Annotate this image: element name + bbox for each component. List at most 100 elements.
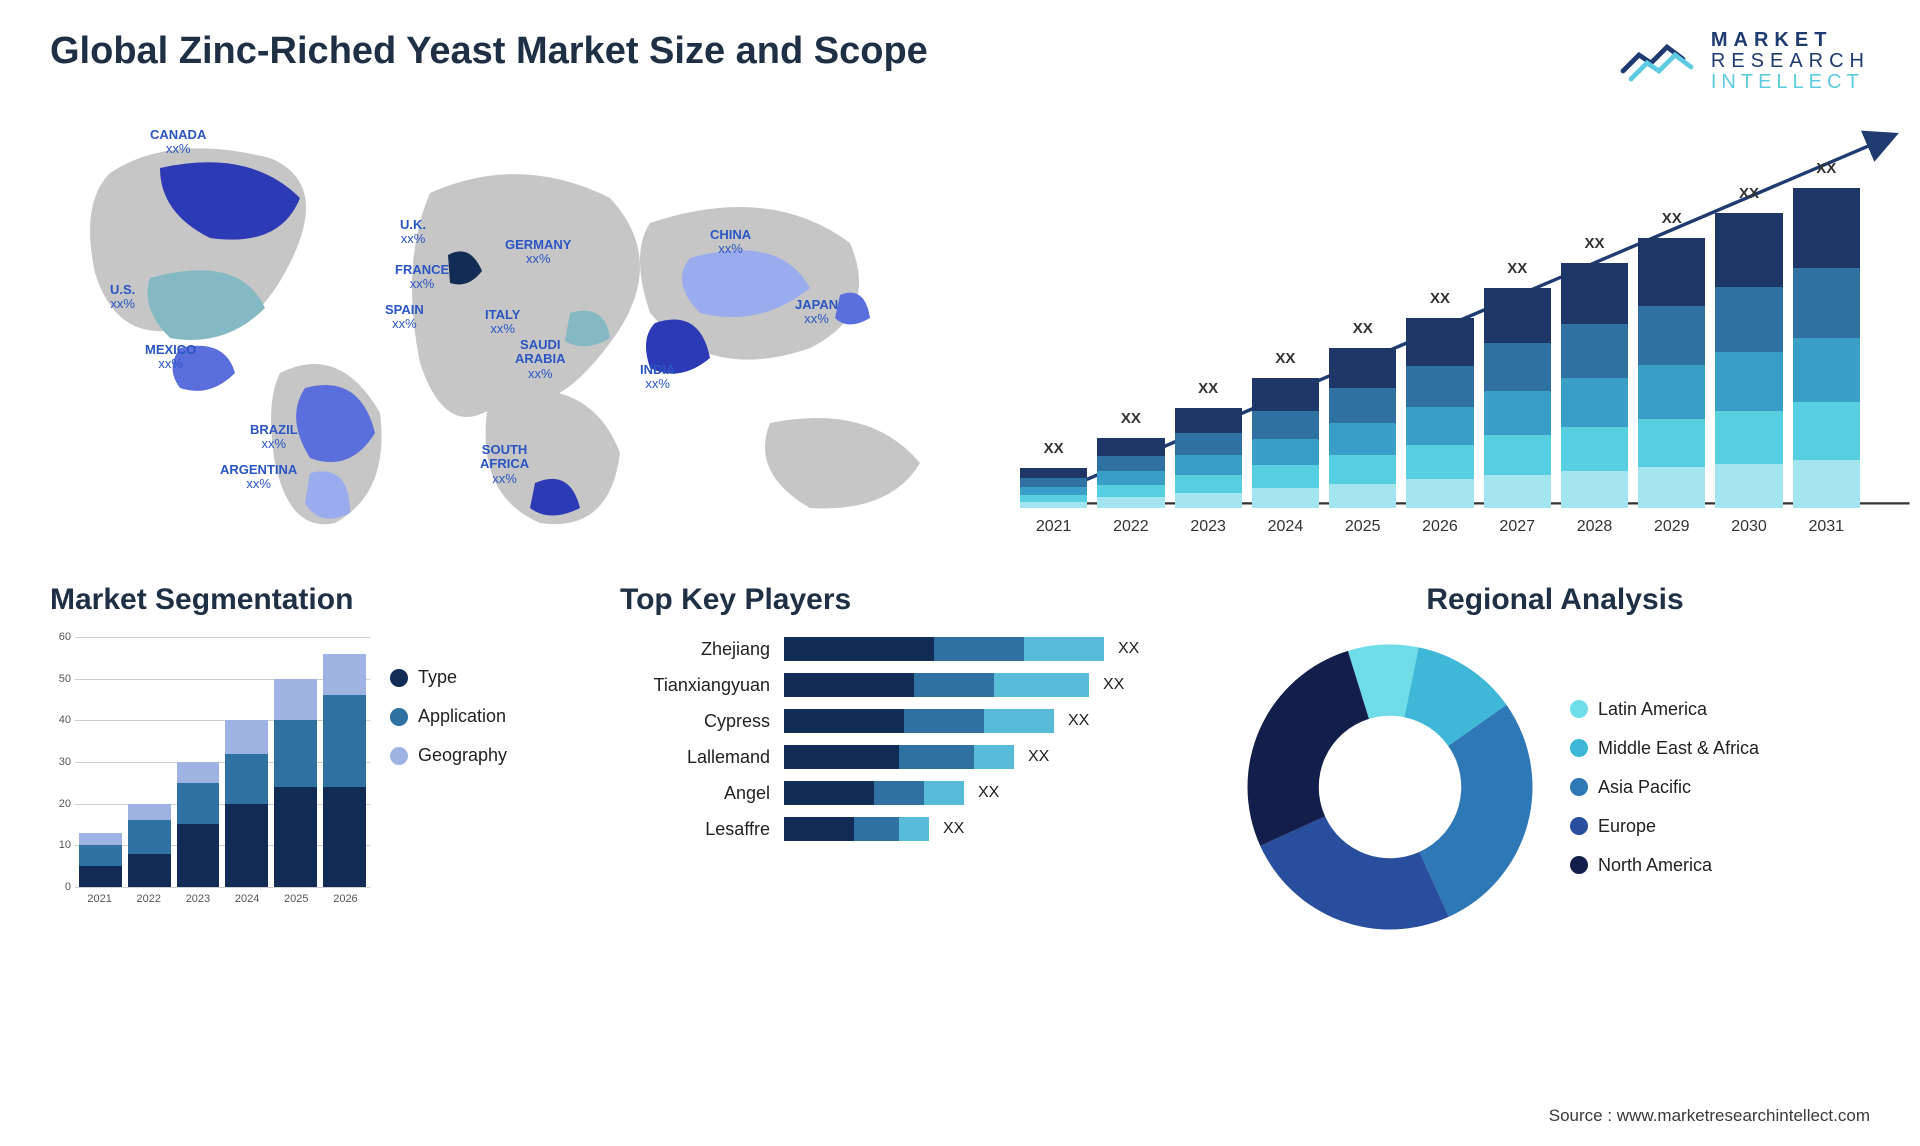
legend-item: Geography <box>390 745 507 766</box>
map-label: FRANCExx% <box>395 263 449 292</box>
logo-mark-icon <box>1619 34 1699 89</box>
key-player-row: LallemandXX <box>620 745 1200 769</box>
segmentation-bar <box>128 804 171 887</box>
map-label: U.K.xx% <box>400 218 426 247</box>
segmentation-title: Market Segmentation <box>50 583 580 617</box>
key-player-bar <box>784 745 1014 769</box>
legend-item: Middle East & Africa <box>1570 738 1759 759</box>
key-player-value: XX <box>1103 676 1124 694</box>
growth-year-label: 2031 <box>1793 518 1860 536</box>
segmentation-bar <box>177 762 220 887</box>
key-player-name: Cypress <box>620 711 770 732</box>
world-map-panel: CANADAxx% U.S.xx% MEXICOxx% BRAZILxx% ARGENT… <box>50 113 970 543</box>
map-label: SAUDIARABIAxx% <box>515 338 566 381</box>
legend-item: Application <box>390 706 507 727</box>
key-player-bar <box>784 781 964 805</box>
growth-year-label: 2022 <box>1097 518 1164 536</box>
key-player-row: Cypress XX <box>620 709 1200 733</box>
regional-panel: Regional Analysis Latin America Middle Ea… <box>1240 583 1870 937</box>
growth-bar: XX2026 <box>1406 318 1473 508</box>
legend-item: Type <box>390 667 507 688</box>
segmentation-bar <box>79 833 122 887</box>
key-player-value: XX <box>1118 640 1139 658</box>
key-player-name: Lesaffre <box>620 819 770 840</box>
growth-value-label: XX <box>1793 160 1860 177</box>
logo-line1: MARKET <box>1711 30 1870 51</box>
key-player-value: XX <box>943 820 964 838</box>
map-label: CHINAxx% <box>710 228 751 257</box>
map-label: ITALYxx% <box>485 308 520 337</box>
growth-bar: XX2021 <box>1020 468 1087 508</box>
key-player-row: Zhejiang XX <box>620 637 1200 661</box>
legend-item: Europe <box>1570 816 1759 837</box>
source-text: Source : www.marketresearchintellect.com <box>1549 1106 1870 1126</box>
donut-slice <box>1260 816 1449 929</box>
growth-value-label: XX <box>1329 320 1396 337</box>
legend-item: Asia Pacific <box>1570 777 1759 798</box>
growth-bar: XX2029 <box>1638 238 1705 508</box>
map-label: CANADAxx% <box>150 128 206 157</box>
growth-year-label: 2023 <box>1175 518 1242 536</box>
growth-value-label: XX <box>1097 410 1164 427</box>
growth-year-label: 2027 <box>1484 518 1551 536</box>
key-player-row: Tianxiangyuan XX <box>620 673 1200 697</box>
growth-bar: XX2022 <box>1097 438 1164 508</box>
growth-bar: XX2027 <box>1484 288 1551 508</box>
key-player-row: Lesaffre XX <box>620 817 1200 841</box>
map-label: GERMANYxx% <box>505 238 571 267</box>
growth-bar: XX2024 <box>1252 378 1319 508</box>
segmentation-bar <box>274 679 317 887</box>
key-player-value: XX <box>1068 712 1089 730</box>
growth-bar: XX2023 <box>1175 408 1242 508</box>
growth-value-label: XX <box>1561 235 1628 252</box>
regional-donut-chart <box>1240 637 1540 937</box>
lower-section: Market Segmentation 0102030405060 202120… <box>50 583 1870 937</box>
map-label: BRAZILxx% <box>250 423 298 452</box>
growth-bar: XX2030 <box>1715 213 1782 508</box>
map-label: ARGENTINAxx% <box>220 463 297 492</box>
legend-item: Latin America <box>1570 699 1759 720</box>
logo-text: MARKET RESEARCH INTELLECT <box>1711 30 1870 93</box>
growth-bar: XX2028 <box>1561 263 1628 508</box>
legend-item: North America <box>1570 855 1759 876</box>
map-label: JAPANxx% <box>795 298 838 327</box>
map-label: MEXICOxx% <box>145 343 196 372</box>
upper-section: CANADAxx% U.S.xx% MEXICOxx% BRAZILxx% ARGENT… <box>50 113 1870 543</box>
growth-year-label: 2025 <box>1329 518 1396 536</box>
page-title: Global Zinc-Riched Yeast Market Size and… <box>50 30 928 73</box>
growth-value-label: XX <box>1252 350 1319 367</box>
donut-slice <box>1419 705 1532 917</box>
key-player-row: Angel XX <box>620 781 1200 805</box>
map-label: INDIAxx% <box>640 363 675 392</box>
segmentation-panel: Market Segmentation 0102030405060 202120… <box>50 583 580 937</box>
key-player-name: Tianxiangyuan <box>620 675 770 696</box>
brand-logo: MARKET RESEARCH INTELLECT <box>1619 30 1870 93</box>
key-player-name: Zhejiang <box>620 639 770 660</box>
key-players-panel: Top Key Players ZhejiangXXTianxiangyuanX… <box>620 583 1200 937</box>
growth-year-label: 2028 <box>1561 518 1628 536</box>
segmentation-chart: 0102030405060 202120222023202420252026 <box>50 637 370 917</box>
growth-year-label: 2021 <box>1020 518 1087 536</box>
regional-title: Regional Analysis <box>1240 583 1870 617</box>
key-player-value: XX <box>978 784 999 802</box>
key-player-bar <box>784 637 1104 661</box>
segmentation-bar <box>323 654 366 887</box>
growth-value-label: XX <box>1406 290 1473 307</box>
key-player-value: XX <box>1028 748 1049 766</box>
map-label: SPAINxx% <box>385 303 424 332</box>
header-row: Global Zinc-Riched Yeast Market Size and… <box>50 30 1870 93</box>
key-player-bar <box>784 709 1054 733</box>
map-label: SOUTHAFRICAxx% <box>480 443 529 486</box>
segmentation-bar <box>225 720 268 887</box>
key-player-bar <box>784 673 1089 697</box>
map-label: U.S.xx% <box>110 283 135 312</box>
regional-legend: Latin America Middle East & Africa Asia Pa… <box>1570 699 1759 876</box>
growth-year-label: 2029 <box>1638 518 1705 536</box>
key-player-name: Angel <box>620 783 770 804</box>
logo-line2: RESEARCH <box>1711 51 1870 72</box>
donut-slice <box>1248 651 1369 846</box>
growth-bar: XX2031 <box>1793 188 1860 508</box>
logo-line3: INTELLECT <box>1711 72 1870 93</box>
growth-bar: XX2025 <box>1329 348 1396 508</box>
growth-value-label: XX <box>1638 210 1705 227</box>
